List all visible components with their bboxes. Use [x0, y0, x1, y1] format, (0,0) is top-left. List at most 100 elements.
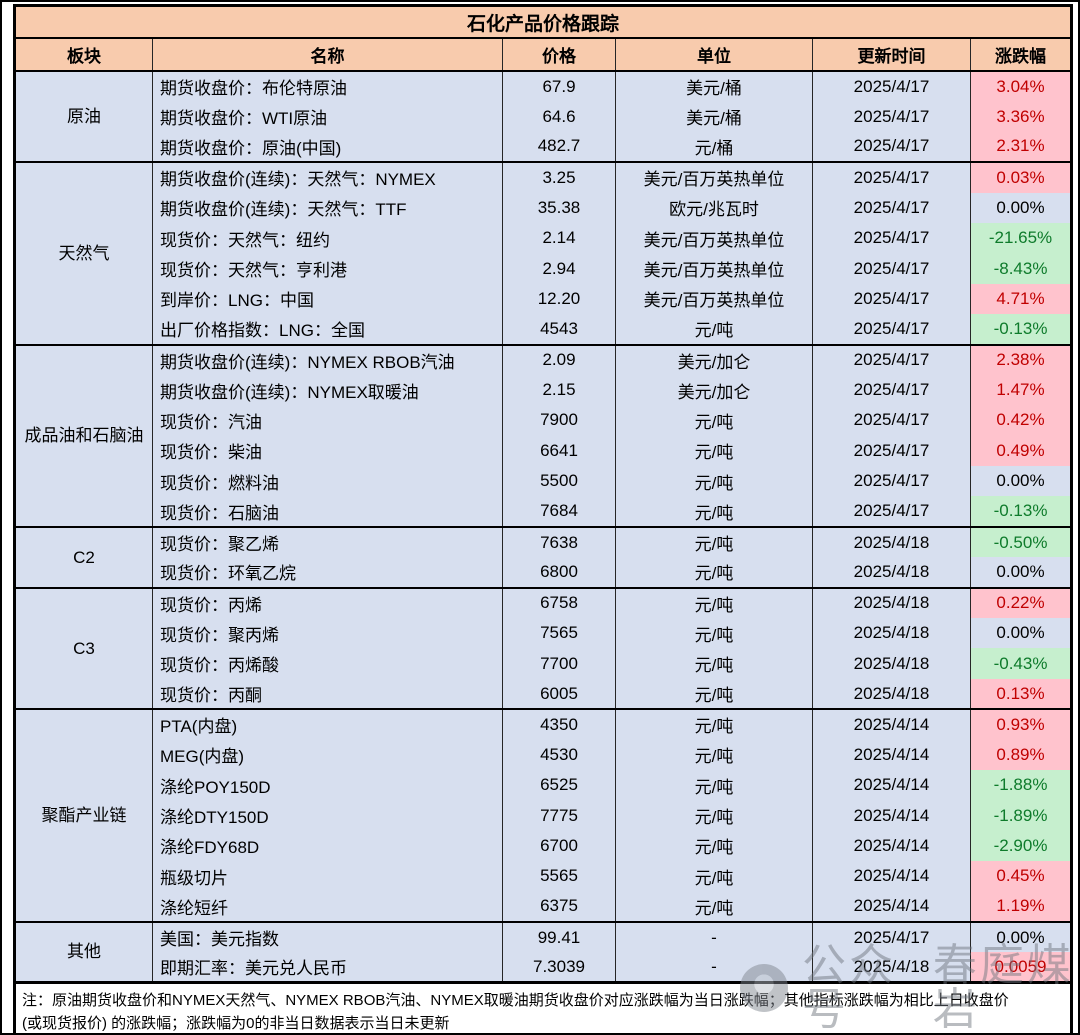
- date-cell: 2025/4/17: [812, 192, 971, 223]
- date-cell: 2025/4/17: [812, 69, 971, 102]
- table-row: 期货收盘价(连续)：天然气：TTF 35.38 欧元/兆瓦时 2025/4/17 0.0…: [15, 192, 1073, 223]
- date-cell: 2025/4/14: [812, 800, 971, 831]
- date-cell: 2025/4/17: [812, 343, 971, 375]
- price-cell: 6641: [502, 435, 616, 467]
- unit-cell: 元/吨: [615, 557, 813, 588]
- price-cell: 6005: [502, 678, 616, 710]
- unit-cell: 美元/桶: [615, 69, 813, 102]
- page-title: 石化产品价格跟踪: [13, 5, 1073, 39]
- price-cell: 3.25: [502, 161, 616, 193]
- price-cell: 7638: [502, 525, 616, 558]
- price-cell: 4530: [502, 739, 616, 770]
- date-cell: 2025/4/17: [812, 161, 971, 193]
- change-cell: 1.47%: [969, 374, 1073, 406]
- name-cell: 期货收盘价：布伦特原油: [152, 69, 503, 102]
- change-cell: 0.45%: [969, 861, 1073, 892]
- sector-cell: C3: [14, 586, 153, 710]
- table-row: 涤纶DTY150D 7775 元/吨 2025/4/14 -1.89%: [15, 800, 1073, 831]
- change-cell: 0.22%: [969, 586, 1073, 619]
- date-cell: 2025/4/18: [812, 678, 971, 710]
- change-cell: -8.43%: [969, 253, 1073, 284]
- date-cell: 2025/4/18: [812, 648, 971, 679]
- table-row: C3 现货价：丙烯 6758 元/吨 2025/4/18 0.22%: [14, 586, 1073, 710]
- unit-cell: 元/吨: [615, 496, 813, 527]
- unit-cell: 美元/百万英热单位: [615, 253, 813, 284]
- date-cell: 2025/4/17: [812, 374, 971, 406]
- price-cell: 6375: [502, 891, 616, 922]
- table-row: 现货价：聚丙烯 7565 元/吨 2025/4/18 0.00%: [15, 618, 1073, 649]
- sector-cell: C2: [14, 525, 153, 588]
- price-cell: 2.14: [502, 222, 616, 254]
- table-row: 其他 美国：美元指数 99.41-2025/4/17 0.00%: [14, 920, 1073, 983]
- header-row: 板块 名称 价格 单位 更新时间 涨跌幅: [14, 38, 1073, 72]
- table-row: 成品油和石脑油 期货收盘价(连续)：NYMEX RBOB汽油 2.09 美元/加仑 20…: [14, 343, 1073, 527]
- unit-cell: 元/吨: [615, 708, 813, 740]
- date-cell: 2025/4/17: [812, 131, 971, 163]
- name-cell: 现货价：天然气：亨利港: [152, 253, 503, 284]
- change-cell: -21.65%: [969, 222, 1073, 254]
- name-cell: 现货价：天然气：纽约: [152, 222, 503, 254]
- change-cell: 0.49%: [969, 435, 1073, 467]
- change-cell: 1.19%: [969, 891, 1073, 922]
- price-cell: 64.6: [502, 101, 616, 132]
- price-cell: 7565: [502, 618, 616, 649]
- date-cell: 2025/4/17: [812, 283, 971, 315]
- table-row: 涤纶短纤 6375 元/吨 2025/4/14 1.19%: [15, 891, 1073, 922]
- name-cell: 现货价：环氧乙烷: [152, 557, 503, 588]
- table-row: 现货价：柴油 6641 元/吨 2025/4/17 0.49%: [15, 435, 1073, 467]
- change-cell: -1.89%: [969, 800, 1073, 831]
- title-row: 石化产品价格跟踪: [13, 5, 1073, 39]
- price-cell: 99.41: [502, 920, 616, 953]
- name-cell: PTA(内盘): [152, 708, 503, 740]
- date-cell: 2025/4/17: [812, 314, 971, 345]
- name-cell: 现货价：丙酮: [152, 678, 503, 710]
- table-row: 聚酯产业链 PTA(内盘) 4350 元/吨 2025/4/14 0.93%: [14, 708, 1073, 922]
- price-cell: 2.94: [502, 253, 616, 284]
- price-cell: 67.9: [502, 69, 616, 102]
- name-cell: 涤纶短纤: [152, 891, 503, 922]
- price-cell: 482.7: [502, 131, 616, 163]
- col-header-name: 名称: [152, 38, 503, 72]
- date-cell: 2025/4/17: [812, 253, 971, 284]
- table-row: 期货收盘价(连续)：NYMEX取暖油 2.15 美元/加仑 2025/4/17 1.47…: [15, 374, 1073, 406]
- date-cell: 2025/4/17: [812, 466, 971, 497]
- name-cell: 涤纶POY150D: [152, 769, 503, 801]
- col-header-sector: 板块: [14, 38, 153, 72]
- price-table: 石化产品价格跟踪 板块 名称 价格 单位 更新时间 涨跌幅 原油 期货收盘价：布伦…: [13, 4, 1074, 1033]
- unit-cell: 美元/百万英热单位: [615, 222, 813, 254]
- change-cell: 0.93%: [969, 708, 1073, 740]
- footnote-line-2: (或现货报价) 的涨跌幅；涨跌幅为0的非当日数据表示当日未更新: [22, 1014, 450, 1032]
- name-cell: 现货价：丙烯酸: [152, 648, 503, 679]
- date-cell: 2025/4/18: [812, 525, 971, 558]
- change-cell: 0.00%: [969, 920, 1073, 953]
- name-cell: 现货价：汽油: [152, 405, 503, 436]
- unit-cell: 元/桶: [615, 131, 813, 163]
- table-row: 出厂价格指数：LNG：全国 4543 元/吨 2025/4/17 -0.13%: [15, 314, 1073, 345]
- name-cell: 现货价：丙烯: [152, 586, 503, 619]
- change-cell: 2.38%: [969, 343, 1073, 375]
- sector-cell: 原油: [14, 69, 153, 163]
- name-cell: 现货价：聚丙烯: [152, 618, 503, 649]
- unit-cell: 元/吨: [615, 435, 813, 467]
- table-row: C2 现货价：聚乙烯 7638 元/吨 2025/4/18 -0.50%: [14, 525, 1073, 588]
- unit-cell: 元/吨: [615, 586, 813, 619]
- price-cell: 7700: [502, 648, 616, 679]
- table-row: 涤纶POY150D 6525 元/吨 2025/4/14 -1.88%: [15, 769, 1073, 801]
- unit-cell: 元/吨: [615, 678, 813, 710]
- price-cell: 35.38: [502, 192, 616, 223]
- unit-cell: 美元/百万英热单位: [615, 161, 813, 193]
- change-cell: 0.00%: [969, 557, 1073, 588]
- col-header-price: 价格: [502, 38, 616, 72]
- price-cell: 4543: [502, 314, 616, 345]
- date-cell: 2025/4/14: [812, 708, 971, 740]
- date-cell: 2025/4/17: [812, 405, 971, 436]
- unit-cell: 欧元/兆瓦时: [615, 192, 813, 223]
- unit-cell: 美元/加仑: [615, 374, 813, 406]
- date-cell: 2025/4/18: [812, 557, 971, 588]
- change-cell: -0.43%: [969, 648, 1073, 679]
- unit-cell: 元/吨: [615, 405, 813, 436]
- unit-cell: 元/吨: [615, 314, 813, 345]
- change-cell: 0.13%: [969, 678, 1073, 710]
- table-row: MEG(内盘) 4530 元/吨 2025/4/14 0.89%: [15, 739, 1073, 770]
